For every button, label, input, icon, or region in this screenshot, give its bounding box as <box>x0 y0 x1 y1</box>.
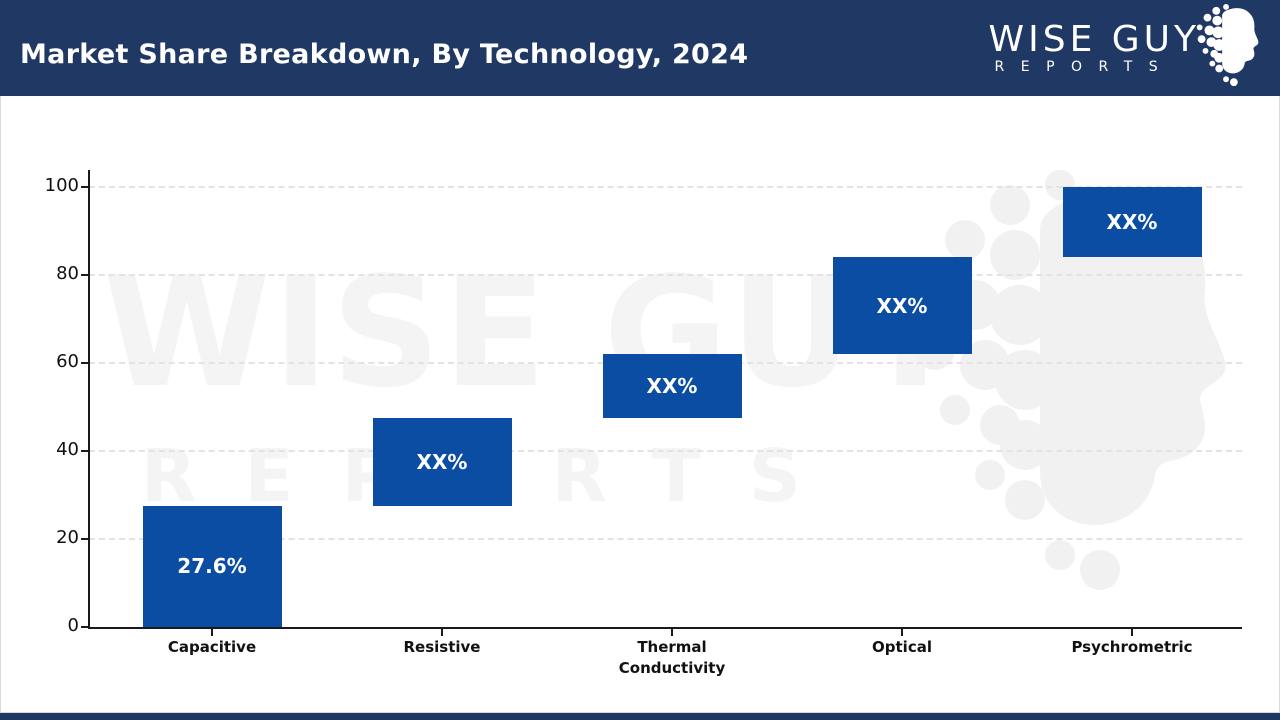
x-tick-mark-1 <box>211 629 213 636</box>
watermark-text-line1: WISE GUY <box>103 244 968 421</box>
y-tick-label-40: 40 <box>56 439 79 460</box>
y-tick-label-100: 100 <box>44 175 79 196</box>
y-axis-line <box>88 170 90 629</box>
footer-bar <box>0 713 1280 720</box>
y-tick-label-80: 80 <box>56 263 79 284</box>
x-tick-mark-3 <box>671 629 673 636</box>
bar-segment-psychrometric: XX% <box>1062 187 1202 258</box>
y-tick-mark-20 <box>81 538 88 540</box>
bar-segment-capacitive: 27.6% <box>142 505 282 627</box>
y-tick-mark-100 <box>81 186 88 188</box>
x-tick-mark-5 <box>1131 629 1133 636</box>
brand-logo: WISE GUY REPORTS <box>989 2 1271 94</box>
y-tick-mark-0 <box>81 626 88 628</box>
y-tick-label-60: 60 <box>56 351 79 372</box>
y-tick-mark-60 <box>81 362 88 364</box>
bar-value-label: XX% <box>1106 210 1158 235</box>
y-tick-label-20: 20 <box>56 527 79 548</box>
bar-segment-resistive: XX% <box>372 417 512 506</box>
bar-segment-thermal-conductivity: XX% <box>602 354 742 418</box>
gridline-y-80 <box>89 274 1242 276</box>
gridline-y-20 <box>89 538 1242 540</box>
x-category-label-resistive: Resistive <box>403 638 481 656</box>
brand-logo-line2: REPORTS <box>994 59 1175 75</box>
x-category-label-psychrometric: Psychrometric <box>1071 638 1193 656</box>
y-tick-mark-40 <box>81 450 88 452</box>
bar-value-label: 27.6% <box>177 554 247 579</box>
bar-value-label: XX% <box>876 293 928 318</box>
bar-value-label: XX% <box>416 449 468 474</box>
x-tick-mark-4 <box>901 629 903 636</box>
x-tick-mark-2 <box>441 629 443 636</box>
x-category-label-capacitive: Capacitive <box>167 638 257 656</box>
page-title: Market Share Breakdown, By Technology, 2… <box>20 38 749 70</box>
brand-logo-line1: WISE GUY <box>988 19 1200 60</box>
wiseguy-face-icon <box>1186 2 1270 94</box>
bar-value-label: XX% <box>646 373 698 398</box>
bar-segment-optical: XX% <box>832 257 972 355</box>
gridline-y-100 <box>89 186 1242 188</box>
y-tick-mark-80 <box>81 274 88 276</box>
y-tick-label-0: 0 <box>67 615 79 636</box>
x-axis-line <box>88 627 1242 629</box>
gridline-y-40 <box>89 450 1242 452</box>
chart-panel: WISE GUY REPORTS 02040608010027.6%Capaci… <box>0 96 1280 713</box>
brand-logo-text: WISE GUY REPORTS <box>988 19 1201 76</box>
x-category-label-thermal-conductivity: Thermal Conductivity <box>618 638 726 677</box>
header-bar: Market Share Breakdown, By Technology, 2… <box>0 0 1280 96</box>
x-category-label-optical: Optical <box>872 638 932 656</box>
